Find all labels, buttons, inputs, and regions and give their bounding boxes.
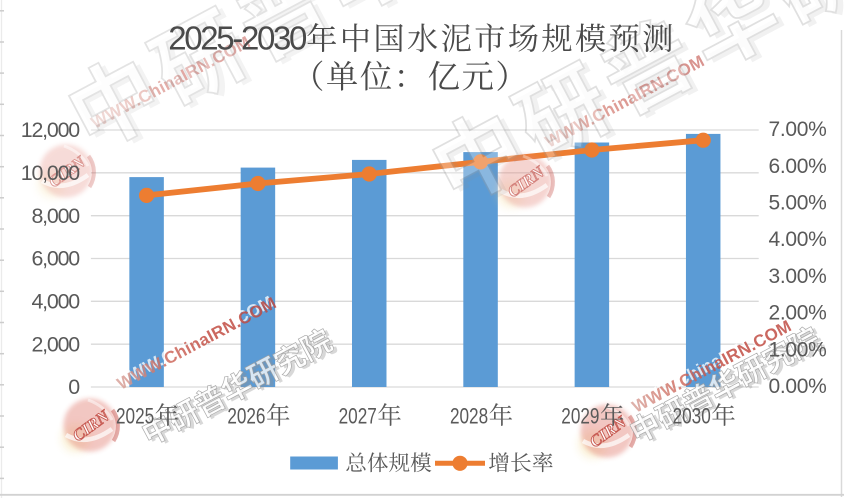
svg-text:7.00%: 7.00% xyxy=(769,118,827,141)
svg-text:2027: 2027 xyxy=(339,405,377,430)
svg-text:0.00%: 0.00% xyxy=(769,375,827,398)
svg-text:2028: 2028 xyxy=(450,405,488,430)
svg-text:12,000: 12,000 xyxy=(21,118,81,142)
svg-text:0: 0 xyxy=(68,375,80,399)
svg-text:2029: 2029 xyxy=(561,405,599,430)
svg-text:3.00%: 3.00% xyxy=(769,265,827,288)
svg-text:4.00%: 4.00% xyxy=(769,228,827,251)
svg-text:6,000: 6,000 xyxy=(31,247,80,271)
svg-text:8,000: 8,000 xyxy=(31,204,80,228)
svg-text:5.00%: 5.00% xyxy=(769,192,827,215)
svg-text:2030: 2030 xyxy=(673,405,711,430)
svg-text:2026: 2026 xyxy=(227,405,265,430)
svg-text:6.00%: 6.00% xyxy=(769,155,827,178)
svg-text:2,000: 2,000 xyxy=(31,332,80,356)
svg-text:2025-2030: 2025-2030 xyxy=(168,20,307,57)
svg-text:10,000: 10,000 xyxy=(21,161,81,185)
svg-text:2.00%: 2.00% xyxy=(769,302,827,325)
svg-text:1.00%: 1.00% xyxy=(769,338,827,361)
svg-text:4,000: 4,000 xyxy=(31,289,80,313)
svg-text:2025: 2025 xyxy=(116,405,154,430)
